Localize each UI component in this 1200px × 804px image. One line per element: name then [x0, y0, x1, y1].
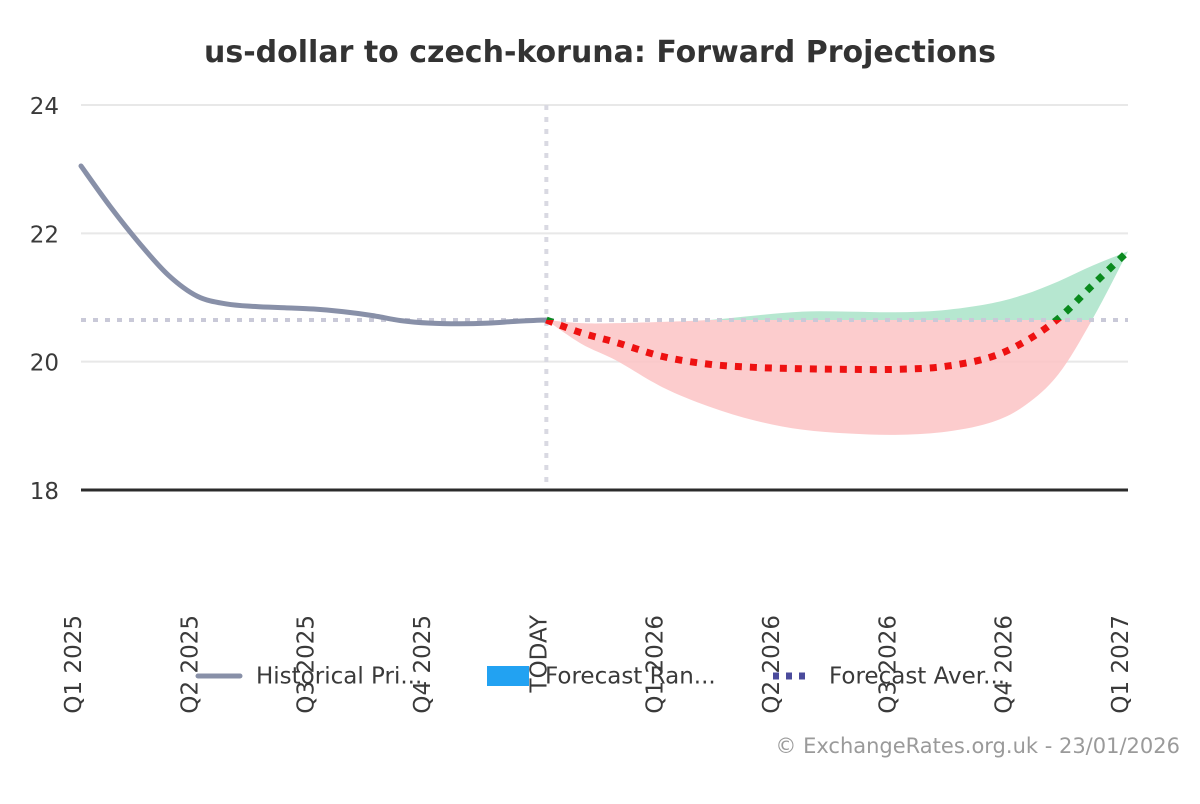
x-axis-tick-labels: Q1 2025 Q2 2025 Q3 2025 Q4 2025 TODAY Q1 2026… [61, 614, 1134, 714]
legend-label-0: Historical Pri... [256, 664, 422, 690]
chart-legend: Historical Pri... Forecast Ran... Forecast… [195, 664, 1005, 690]
band-upper-green [709, 251, 1128, 320]
legend-label-2: Forecast Aver... [829, 664, 1005, 690]
y-tick-label-18: 18 [30, 479, 59, 505]
x-tick-label-q2-2026: Q2 2026 [759, 615, 785, 714]
chart-title: us-dollar to czech-koruna: Forward Proje… [204, 35, 996, 70]
x-tick-label-q4-2025: Q4 2025 [410, 615, 436, 714]
x-tick-label-today: TODAY [526, 614, 552, 693]
legend-item-1[interactable]: Forecast Ran... [487, 664, 716, 690]
band-lower-pink [546, 319, 1093, 435]
x-tick-label-q4-2026: Q4 2026 [992, 615, 1018, 714]
historical-price-line [78, 163, 549, 327]
legend-label-1: Forecast Ran... [545, 664, 716, 690]
x-tick-label-q2-2025: Q2 2025 [177, 615, 203, 714]
y-tick-label-20: 20 [30, 351, 59, 377]
y-axis-tick-labels: 18 20 22 24 [30, 94, 59, 505]
x-tick-label-q1-2025: Q1 2025 [61, 615, 87, 714]
x-tick-label-q1-2027: Q1 2027 [1108, 615, 1134, 714]
x-tick-label-q3-2026: Q3 2026 [875, 615, 901, 714]
x-tick-label-q3-2025: Q3 2025 [294, 615, 320, 714]
x-tick-label-q1-2026: Q1 2026 [643, 615, 669, 714]
copyright-credit: © ExchangeRates.org.uk - 23/01/2026 [775, 734, 1180, 758]
y-tick-label-22: 22 [30, 222, 59, 248]
y-tick-label-24: 24 [30, 94, 59, 120]
legend-item-0[interactable]: Historical Pri... [195, 664, 422, 690]
historical-price-path [78, 163, 549, 327]
legend-item-2[interactable]: Forecast Aver... [773, 664, 1005, 690]
legend-marker-filled-rect [487, 666, 529, 686]
forecast-range-band [546, 251, 1128, 435]
